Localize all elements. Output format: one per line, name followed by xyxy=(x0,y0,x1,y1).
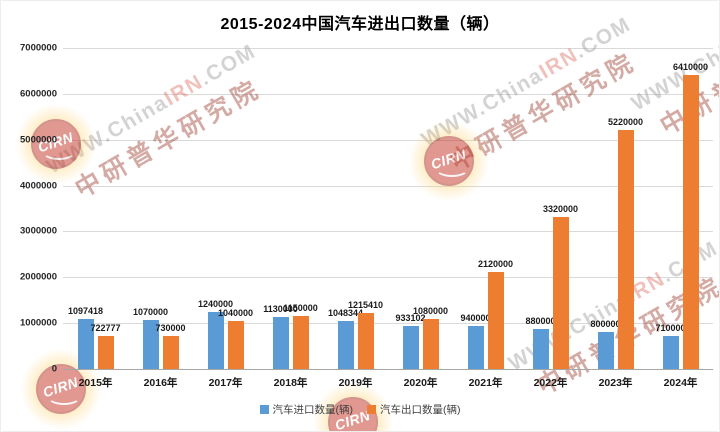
bar-import xyxy=(142,319,159,369)
bar-export xyxy=(292,316,309,369)
bar-import xyxy=(402,326,419,369)
bar-export xyxy=(682,75,699,369)
cirn-stamp: CIRN xyxy=(407,119,491,203)
x-axis-tick-label: 2023年 xyxy=(598,377,633,389)
gridline xyxy=(63,231,713,233)
x-axis-tick-label: 2021年 xyxy=(468,377,503,389)
cirn-stamp-text: CIRN xyxy=(40,373,81,401)
bar-value-label: 940000 xyxy=(460,312,491,323)
x-axis-tick-label: 2019年 xyxy=(338,377,373,389)
bar-import xyxy=(207,312,224,369)
cirn-stamp-seal: CIRN xyxy=(424,136,474,186)
bar-export xyxy=(162,335,179,369)
bar-value-label: 1070000 xyxy=(132,306,169,317)
bar-import xyxy=(597,332,614,369)
y-axis-tick-label: 5000000 xyxy=(20,134,57,146)
bar-value-label: 880000 xyxy=(525,315,556,326)
chart-title: 2015-2024中国汽车进出口数量（辆） xyxy=(220,16,500,33)
watermark-url: WWW.ChinaIRN.COM xyxy=(42,39,260,179)
bar-export xyxy=(552,216,569,369)
x-axis-tick-label: 2024年 xyxy=(663,377,698,389)
y-axis-tick-label: 4000000 xyxy=(20,180,57,192)
bar-value-label: 800000 xyxy=(590,319,621,330)
gridline xyxy=(63,48,713,49)
y-axis-tick-label: 2000000 xyxy=(20,271,57,283)
gridline xyxy=(63,185,713,187)
bar-value-label: 5220000 xyxy=(607,116,644,127)
bar-export xyxy=(97,335,114,369)
bar-value-label: 2120000 xyxy=(477,258,514,269)
bar-export xyxy=(227,321,244,369)
bar-value-label: 3320000 xyxy=(542,203,579,214)
legend-swatch-export xyxy=(367,405,376,414)
bar-value-label: 1097418 xyxy=(67,305,104,316)
bar-import xyxy=(532,328,549,369)
bar-value-label: 1240000 xyxy=(197,299,234,310)
bar-value-label: 722777 xyxy=(90,322,121,333)
gridline xyxy=(63,323,713,325)
x-axis-tick-label: 2022年 xyxy=(533,377,568,389)
bar-export xyxy=(617,129,634,369)
legend-item: 汽车出口数量(辆) xyxy=(367,402,461,417)
gridline xyxy=(63,139,713,141)
legend: 汽车进口数量(辆) 汽车出口数量(辆) xyxy=(1,402,719,417)
bar-import xyxy=(467,325,484,369)
bar-import xyxy=(337,320,354,369)
bar-value-label: 1048344 xyxy=(327,307,364,318)
legend-label: 汽车进口数量(辆) xyxy=(272,404,354,416)
bar-import xyxy=(272,317,289,369)
bar-import xyxy=(77,318,94,369)
bar-value-label: 1150000 xyxy=(283,303,318,314)
bar-value-label: 710000 xyxy=(655,323,686,334)
y-axis-tick-label: 7000000 xyxy=(20,42,57,54)
legend-swatch-import xyxy=(259,405,269,414)
cirn-stamp-text: CIRN xyxy=(428,145,469,173)
gridline xyxy=(63,277,713,279)
y-axis-tick-label: 0 xyxy=(51,363,57,375)
bar-value-label: 1040000 xyxy=(217,308,254,319)
y-axis-tick-label: 1000000 xyxy=(20,317,57,329)
x-axis-tick-label: 2018年 xyxy=(273,377,308,389)
y-axis-tick-label: 6000000 xyxy=(20,88,57,100)
x-axis-tick-label: 2016年 xyxy=(143,377,178,389)
bar-export xyxy=(487,271,504,369)
bar-value-label: 933102 xyxy=(395,313,426,324)
bar-value-label: 1080000 xyxy=(412,306,449,317)
bar-export xyxy=(357,313,374,369)
legend-label: 汽车出口数量(辆) xyxy=(380,404,461,416)
y-axis-tick-label: 3000000 xyxy=(20,225,57,237)
bar-value-label: 6410000 xyxy=(672,62,709,73)
bar-export xyxy=(422,319,439,369)
bar-import xyxy=(662,336,679,369)
x-axis-tick-label: 2015年 xyxy=(78,377,113,389)
legend-item: 汽车进口数量(辆) xyxy=(259,402,354,417)
gridline xyxy=(63,93,713,95)
bar-value-label: 730000 xyxy=(155,322,186,333)
watermark-company: 中研普华研究院 xyxy=(70,74,267,204)
bar-value-label: 1130000 xyxy=(263,304,298,315)
x-axis-tick-label: 2017年 xyxy=(208,377,243,389)
x-axis-line xyxy=(63,369,713,370)
x-axis-tick-label: 2020年 xyxy=(403,377,438,389)
bar-value-label: 1215410 xyxy=(347,300,384,311)
